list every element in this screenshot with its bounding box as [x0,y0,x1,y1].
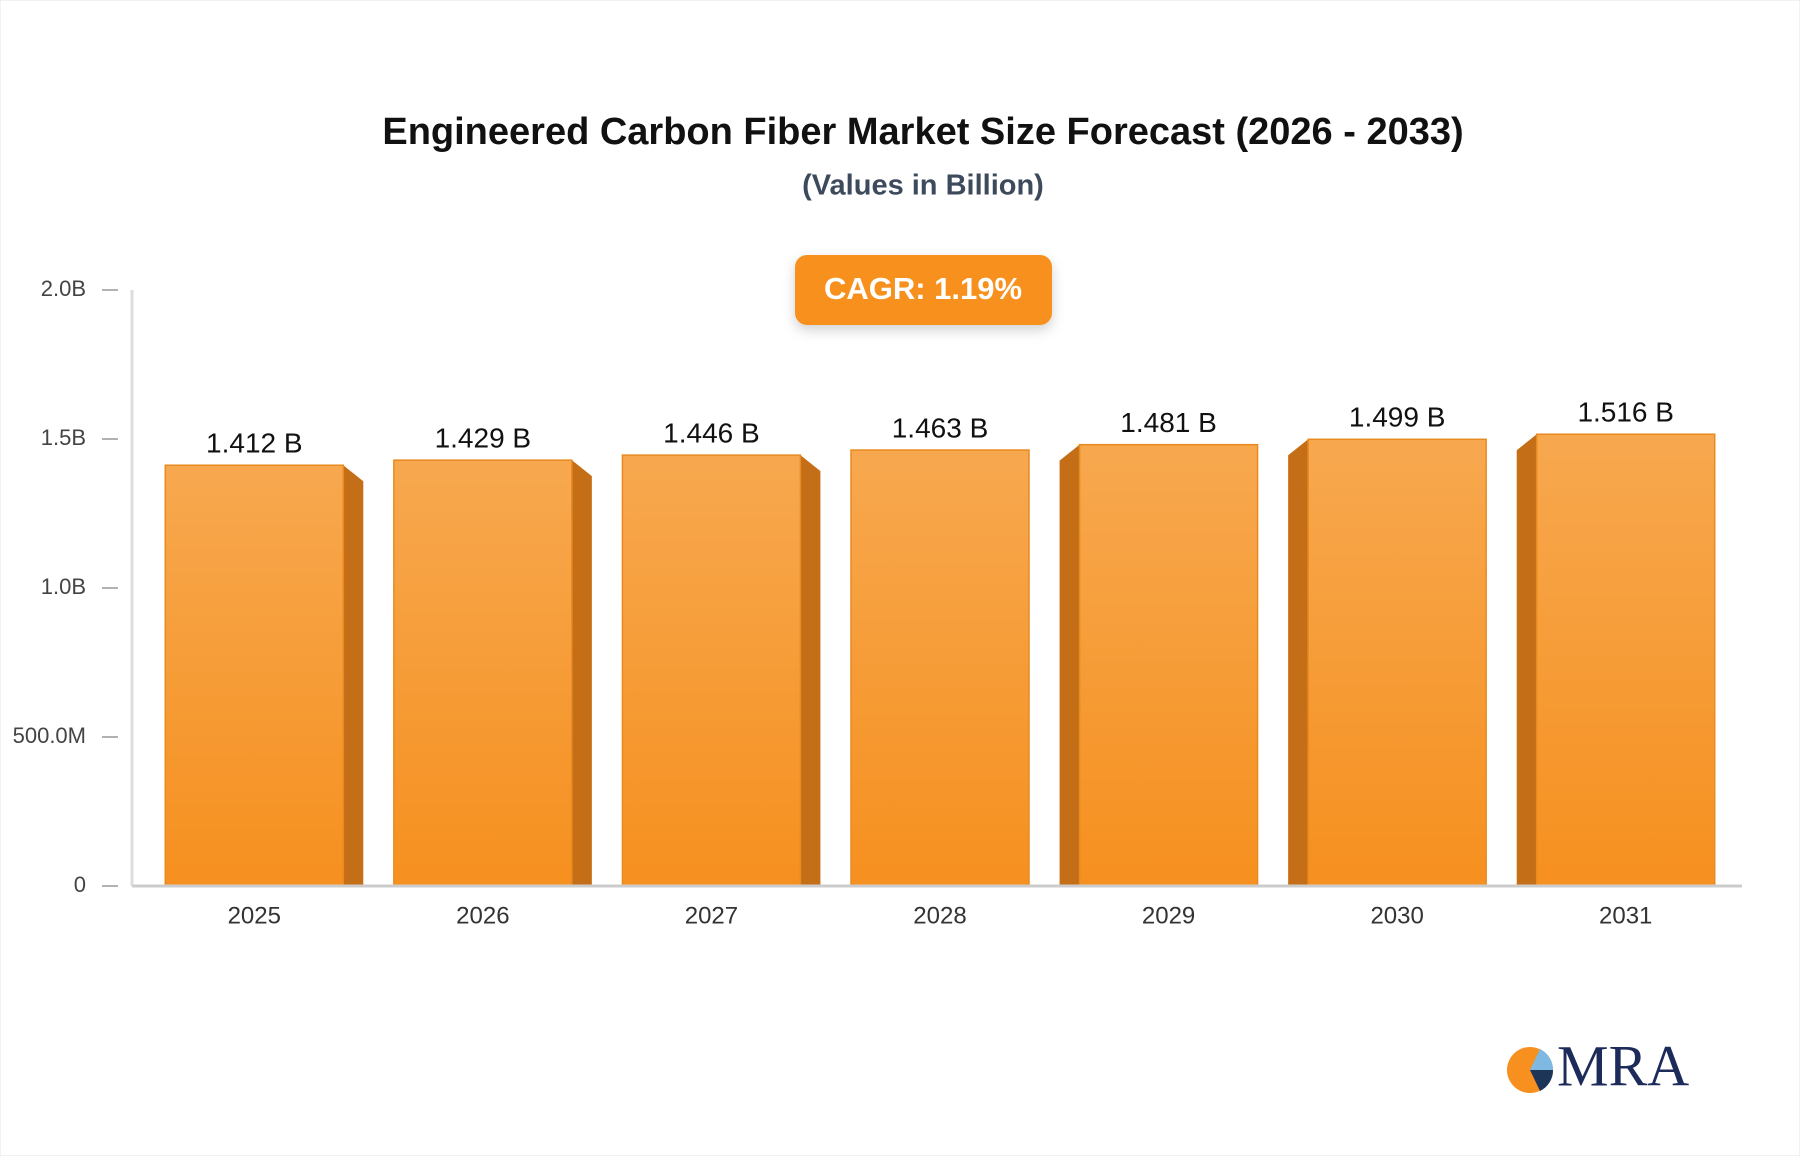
cagr-text: CAGR: 1.19% [824,271,1022,306]
y-tick-label: 1.0B [41,574,86,599]
logo: MRA [1507,1033,1689,1098]
bar [164,464,345,887]
bar-side [1059,444,1080,886]
chart-title: Engineered Carbon Fiber Market Size Fore… [382,111,1463,153]
value-label: 1.481 B [1120,407,1217,438]
bar [1307,438,1487,887]
value-label: 1.429 B [435,423,532,454]
logo-icon-slice [1530,1070,1554,1091]
bar [1078,443,1259,887]
chart-subtitle: (Values in Billion) [802,170,1044,202]
bar-side [1516,434,1537,886]
bar-side [571,460,592,886]
bar [850,449,1030,887]
value-label: 1.412 B [206,428,303,459]
bar [393,459,573,887]
x-tick-label: 2025 [228,902,281,929]
value-label: 1.463 B [892,412,989,443]
x-tick-label: 2027 [685,902,738,929]
value-label: 1.446 B [663,417,760,448]
value-label: 1.516 B [1577,397,1674,428]
logo-text: MRA [1557,1033,1689,1098]
x-tick-label: 2026 [456,902,509,929]
cagr-badge [795,255,1052,325]
bar-side [1288,439,1309,886]
y-tick-label: 0 [74,872,86,897]
y-tick-label: 500.0M [13,723,86,748]
x-tick-label: 2029 [1142,902,1195,929]
bar [1535,433,1716,887]
bar-side [800,455,821,886]
bar-side [343,465,364,886]
bar [621,454,802,887]
y-tick-label: 1.5B [41,425,86,450]
logo-icon-slice [1530,1049,1554,1070]
x-tick-label: 2031 [1599,902,1652,929]
value-label: 1.499 B [1349,402,1446,433]
x-tick-label: 2028 [913,902,966,929]
x-tick-label: 2030 [1370,902,1423,929]
y-tick-label: 2.0B [41,276,86,301]
